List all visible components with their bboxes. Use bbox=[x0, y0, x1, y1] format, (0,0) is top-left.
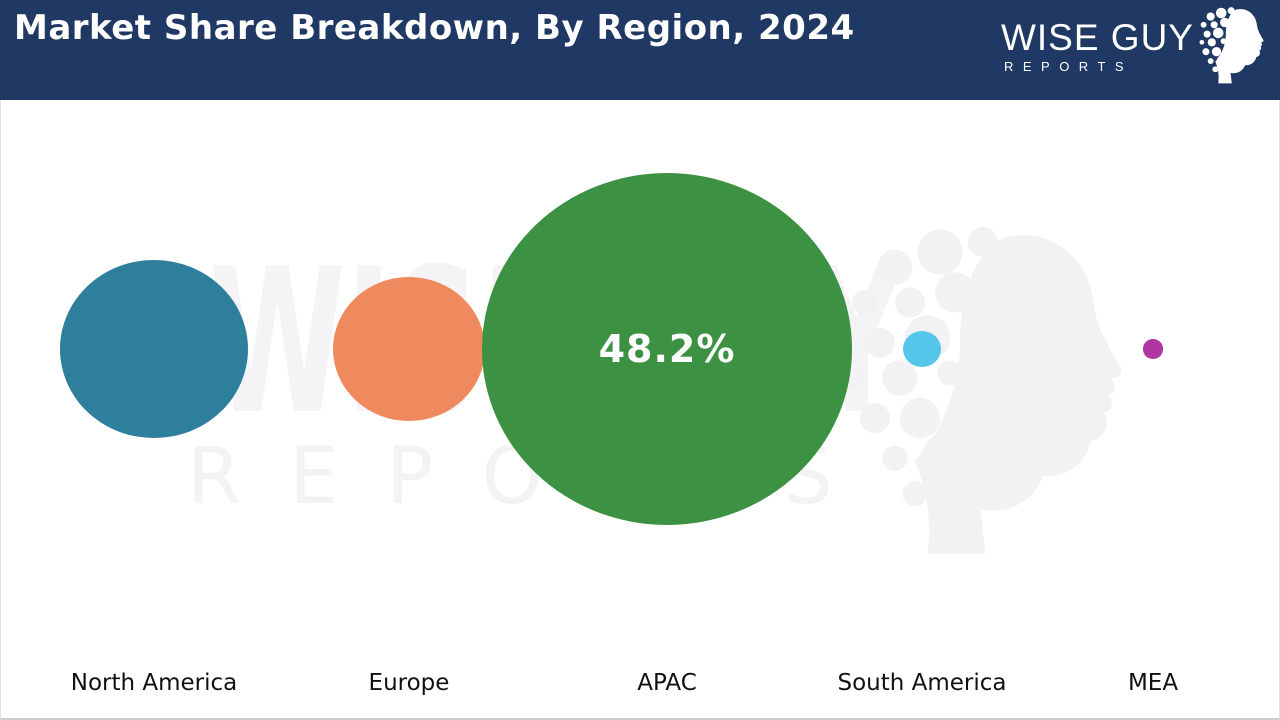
bubble-apac: 48.2% bbox=[482, 173, 852, 525]
bubble-north-america bbox=[59, 259, 249, 439]
category-label-mea: MEA bbox=[1127, 670, 1179, 696]
wiseguy-head-icon bbox=[1199, 7, 1264, 84]
brand-logo: WISE GUY REPORTS bbox=[1001, 6, 1278, 88]
category-label-apac: APAC bbox=[637, 670, 697, 696]
category-label-europe: Europe bbox=[368, 670, 450, 696]
page-title: Market Share Breakdown, By Region, 2024 bbox=[14, 8, 855, 48]
logo-subtext: REPORTS bbox=[1003, 59, 1134, 74]
bubbles-layer: 48.2% bbox=[1, 100, 1279, 718]
data-label-apac: 48.2% bbox=[598, 327, 736, 371]
bubble-south-america bbox=[902, 330, 942, 368]
bubble-europe bbox=[333, 276, 485, 422]
category-label-north-america: North America bbox=[70, 670, 238, 696]
category-labels: North America Europe APAC South America MEA bbox=[1, 100, 1279, 718]
bubble-chart: WISE GUY REPORTS 48.2% North AmericaEuro… bbox=[0, 100, 1280, 720]
logo-wordmark: WISE GUY bbox=[1000, 17, 1194, 58]
brand-logo-text: WISE GUY REPORTS bbox=[1001, 18, 1194, 76]
bubble-mea bbox=[1142, 339, 1164, 359]
header-bar: Market Share Breakdown, By Region, 2024 … bbox=[0, 0, 1280, 100]
category-label-south-america: South America bbox=[837, 670, 1007, 696]
